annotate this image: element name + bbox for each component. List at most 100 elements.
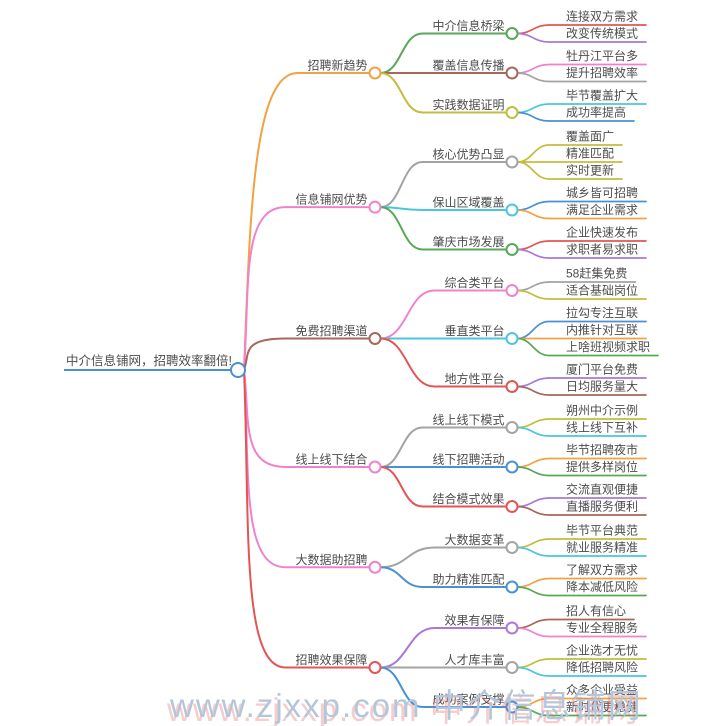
sub-node[interactable] — [505, 421, 519, 434]
sub-node[interactable] — [505, 243, 519, 256]
sub-node[interactable] — [505, 541, 519, 554]
sub-label[interactable]: 肇庆市场发展 — [432, 234, 504, 249]
sub-line — [379, 32, 508, 74]
leaf-label[interactable]: 城乡皆可招聘 — [566, 186, 638, 200]
leaf-line — [516, 627, 647, 638]
leaf-label[interactable]: 毕节招聘夜市 — [566, 442, 638, 457]
leaf-label[interactable]: 就业服务精准 — [566, 540, 638, 555]
leaf-label[interactable]: 交流直观便捷 — [566, 482, 638, 497]
sub-label[interactable]: 人才库丰富 — [444, 652, 504, 667]
branch-node[interactable] — [368, 661, 382, 674]
leaf-label[interactable]: 求职者易求职 — [566, 243, 638, 257]
branch-label[interactable]: 信息铺网优势 — [295, 192, 367, 207]
branch-line — [243, 369, 371, 669]
leaf-line — [516, 505, 647, 516]
leaf-label[interactable]: 朔州中介示例 — [566, 403, 638, 418]
root-label[interactable]: 中介信息铺网，招聘效率翻倍! — [66, 353, 232, 368]
leaf-label[interactable]: 实时更新 — [566, 163, 614, 178]
leaf-label[interactable]: 直播服务便利 — [566, 499, 638, 514]
leaf-label[interactable]: 企业选才无忧 — [566, 643, 638, 658]
leaf-label[interactable]: 厦门平台免费 — [566, 362, 638, 377]
sub-node[interactable] — [505, 66, 519, 80]
sub-node[interactable] — [505, 661, 519, 674]
branch-node[interactable] — [368, 332, 382, 345]
sub-label[interactable]: 核心优势凸显 — [432, 148, 504, 162]
root-node[interactable] — [230, 362, 246, 378]
leaf-label[interactable]: 58赶集免费 — [566, 266, 627, 281]
leaf-line — [516, 666, 647, 677]
branch-line — [243, 206, 371, 371]
leaf-label[interactable]: 上啥班视频求职 — [566, 339, 650, 354]
leaf-label[interactable]: 覆盖面广 — [566, 130, 614, 144]
sub-line — [379, 206, 508, 211]
sub-node[interactable] — [505, 106, 519, 119]
sub-node[interactable] — [505, 332, 519, 345]
leaf-label[interactable]: 了解双方需求 — [566, 562, 638, 577]
sub-line — [379, 466, 508, 508]
sub-label[interactable]: 覆盖信息传播 — [432, 58, 504, 73]
leaf-label[interactable]: 连接双方需求 — [566, 9, 638, 24]
sub-line — [379, 426, 508, 468]
leaf-label[interactable]: 适合基础岗位 — [566, 283, 638, 298]
sub-label[interactable]: 地方性平台 — [444, 371, 504, 386]
leaf-label[interactable]: 毕节平台典范 — [566, 523, 638, 538]
branch-node[interactable] — [368, 66, 382, 80]
sub-label[interactable]: 线上线下模式 — [432, 413, 504, 427]
sub-node[interactable] — [505, 580, 519, 594]
leaf-label[interactable]: 招人有信心 — [566, 604, 626, 618]
sub-node[interactable] — [505, 284, 519, 297]
leaf-label[interactable]: 降本减低风险 — [566, 579, 638, 594]
leaf-label[interactable]: 日均服务量大 — [566, 379, 638, 394]
sub-label[interactable]: 助力精准匹配 — [432, 573, 504, 587]
leaf-label[interactable]: 改变传统模式 — [566, 26, 638, 41]
leaf-label[interactable]: 众多企业受益 — [566, 682, 638, 697]
leaf-line — [516, 209, 647, 220]
leaf-label[interactable]: 线上线下互补 — [566, 421, 638, 435]
branch-label[interactable]: 招聘新趋势 — [307, 58, 367, 73]
leaf-label[interactable]: 成功率提高 — [566, 105, 626, 120]
sub-label[interactable]: 效果有保障 — [444, 613, 504, 628]
leaf-label[interactable]: 内推针对互联 — [566, 322, 638, 337]
sub-node[interactable] — [505, 621, 519, 635]
sub-label[interactable]: 中介信息桥梁 — [432, 18, 504, 33]
leaf-label[interactable]: 新时代更稳健 — [566, 699, 638, 714]
sub-label[interactable]: 大数据变革 — [444, 532, 504, 547]
sub-line — [379, 546, 508, 569]
leaf-line — [516, 32, 647, 43]
branch-label[interactable]: 免费招聘渠道 — [295, 323, 367, 338]
leaf-label[interactable]: 提供多样岗位 — [566, 459, 638, 474]
sub-line — [379, 161, 508, 209]
sub-line — [379, 566, 508, 588]
branch-label[interactable]: 线上线下结合 — [295, 452, 367, 467]
leaf-label[interactable]: 专业全程服务 — [566, 620, 638, 635]
leaf-label[interactable]: 拉勾专注互联 — [566, 305, 638, 320]
sub-label[interactable]: 结合模式效果 — [432, 491, 504, 506]
sub-line — [379, 666, 508, 708]
sub-node[interactable] — [505, 500, 519, 513]
branch-node[interactable] — [368, 200, 382, 214]
sub-node[interactable] — [505, 203, 519, 217]
sub-node[interactable] — [505, 380, 519, 393]
sub-label[interactable]: 垂直类平台 — [444, 323, 504, 338]
leaf-line — [516, 161, 623, 180]
branch-label[interactable]: 大数据助招聘 — [295, 552, 367, 567]
branch-node[interactable] — [368, 460, 382, 474]
sub-label[interactable]: 线下招聘活动 — [432, 453, 504, 467]
leaf-label[interactable]: 降低招聘风险 — [566, 660, 638, 675]
sub-label[interactable]: 保山区域覆盖 — [432, 196, 504, 210]
leaf-label[interactable]: 满足企业需求 — [566, 202, 638, 217]
leaf-label[interactable]: 毕节覆盖扩大 — [566, 89, 638, 103]
leaf-label[interactable]: 精准匹配 — [566, 147, 614, 161]
leaf-label[interactable]: 牡丹江平台多 — [566, 48, 638, 63]
sub-label[interactable]: 综合类平台 — [444, 275, 504, 290]
sub-node[interactable] — [505, 460, 519, 474]
branch-label[interactable]: 招聘效果保障 — [295, 652, 367, 667]
leaf-label[interactable]: 企业快速发布 — [566, 225, 638, 240]
leaf-label[interactable]: 提升招聘效率 — [566, 65, 638, 80]
sub-label[interactable]: 实践数据证明 — [432, 97, 504, 112]
sub-node[interactable] — [505, 155, 519, 169]
sub-node[interactable] — [505, 700, 519, 714]
sub-node[interactable] — [505, 27, 519, 40]
sub-label[interactable]: 成功案例支撑 — [432, 692, 504, 707]
branch-node[interactable] — [368, 560, 382, 574]
